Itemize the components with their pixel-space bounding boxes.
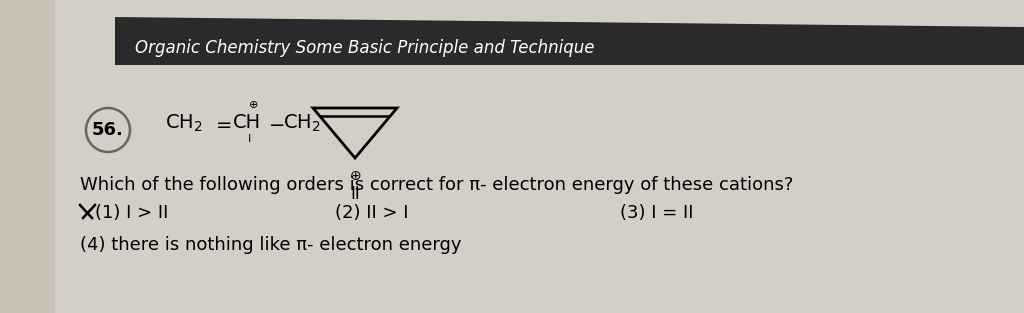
Text: (2) II > I: (2) II > I <box>335 204 409 222</box>
Text: CH: CH <box>233 114 261 132</box>
Polygon shape <box>115 17 1024 65</box>
Text: (3) I = II: (3) I = II <box>620 204 693 222</box>
Text: $=$: $=$ <box>212 114 232 132</box>
Text: CH$_2$: CH$_2$ <box>165 112 203 134</box>
Text: II: II <box>350 185 359 203</box>
FancyBboxPatch shape <box>55 0 1024 313</box>
Text: (1) I > II: (1) I > II <box>95 204 168 222</box>
Text: I: I <box>248 134 251 144</box>
Text: (4) there is nothing like π- electron energy: (4) there is nothing like π- electron en… <box>80 236 462 254</box>
Text: Which of the following orders is correct for π- electron energy of these cations: Which of the following orders is correct… <box>80 176 794 194</box>
Text: Organic Chemistry Some Basic Principle and Technique: Organic Chemistry Some Basic Principle a… <box>135 39 595 57</box>
Text: 56.: 56. <box>92 121 124 139</box>
Text: $\oplus$: $\oplus$ <box>248 100 258 110</box>
Text: CH$_2$: CH$_2$ <box>283 112 321 134</box>
Text: $\oplus$: $\oplus$ <box>349 169 361 183</box>
Text: $-$: $-$ <box>268 114 285 132</box>
